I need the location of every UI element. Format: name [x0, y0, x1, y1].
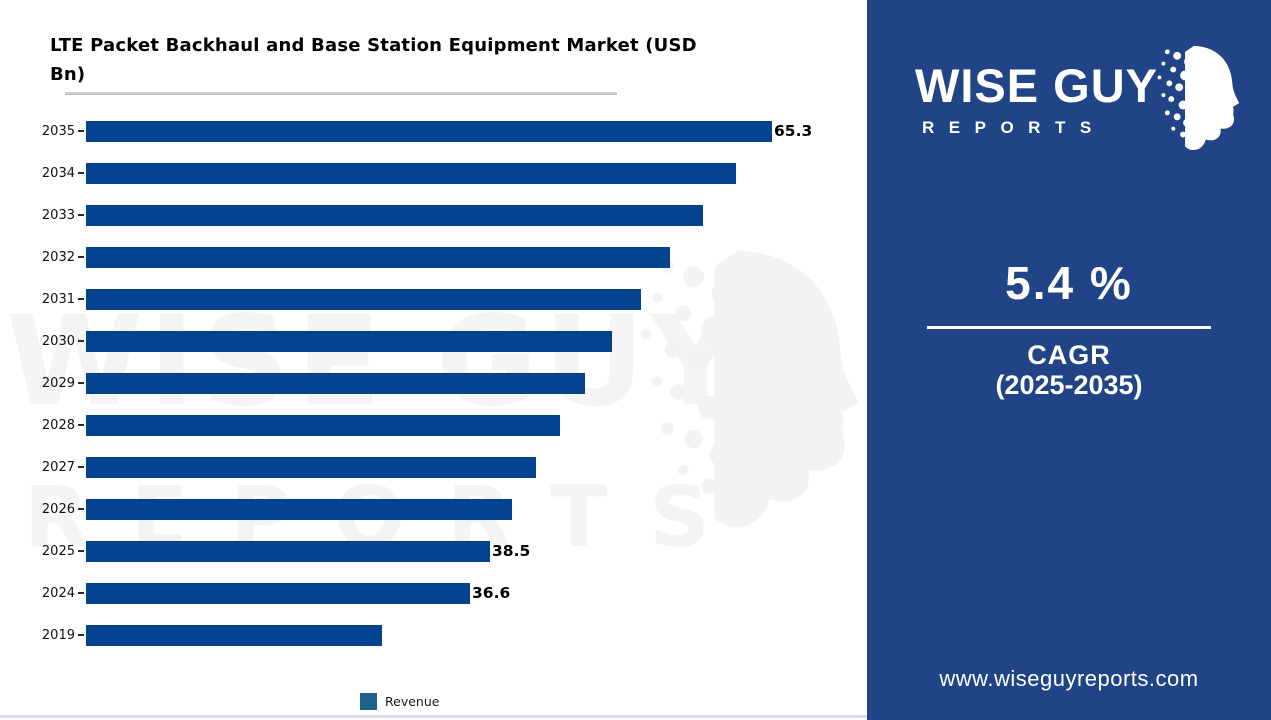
axis-tick: [78, 592, 84, 594]
revenue-bar-2030: [86, 330, 612, 352]
wise-guy-reports-logo: WISE GUY REPORTS: [867, 40, 1271, 180]
axis-tick: [78, 256, 84, 258]
revenue-bar-2024: [86, 582, 470, 604]
axis-tick: [78, 550, 84, 552]
axis-tick: [78, 214, 84, 216]
value-label-2035: 65.3: [774, 122, 813, 140]
bar-row-2024: 2024 36.6: [0, 572, 867, 614]
bar-row-2025: 2025 38.5: [0, 530, 867, 572]
bar-row-2033: 2033: [0, 194, 867, 236]
axis-tick: [78, 466, 84, 468]
axis-tick: [78, 172, 84, 174]
bar-row-2027: 2027: [0, 446, 867, 488]
year-label-2019: 2019: [41, 627, 75, 643]
chart-area: WISE GUY REPORTS LTE Packet Backhaul and…: [0, 32, 867, 718]
chart-title-line2: Bn): [50, 63, 86, 85]
value-label-2025: 38.5: [492, 542, 531, 560]
chart-legend: Revenue: [360, 693, 439, 710]
cagr-value: 5.4 %: [1005, 257, 1133, 309]
year-label-2035: 2035: [41, 123, 75, 139]
value-label-2024: 36.6: [472, 584, 511, 602]
chart-title-line1: LTE Packet Backhaul and Base Station Equ…: [50, 35, 697, 56]
revenue-bar-2033: [86, 204, 703, 226]
axis-tick: [78, 298, 84, 300]
year-label-2032: 2032: [41, 249, 75, 265]
revenue-bar-2032: [86, 246, 670, 268]
legend-swatch-revenue: [360, 693, 377, 710]
revenue-bar-2034: [86, 162, 736, 184]
year-label-2024: 2024: [41, 585, 75, 601]
bar-row-2031: 2031: [0, 278, 867, 320]
year-label-2025: 2025: [41, 543, 75, 559]
bar-row-2034: 2034: [0, 152, 867, 194]
brand-side-panel: WISE GUY REPORTS 5.4 % CAGR (2025-2035) …: [867, 0, 1271, 720]
bar-row-2026: 2026: [0, 488, 867, 530]
year-label-2033: 2033: [41, 207, 75, 223]
revenue-bar-2019: [86, 624, 382, 646]
dotted-head-profile-icon: [1157, 45, 1240, 151]
year-label-2026: 2026: [41, 501, 75, 517]
logo-wiseguy-text: WISE GUY: [915, 59, 1159, 112]
revenue-bar-2031: [86, 288, 641, 310]
year-label-2034: 2034: [41, 165, 75, 181]
cagr-label: CAGR: [1027, 340, 1111, 370]
year-label-2030: 2030: [41, 333, 75, 349]
revenue-bar-2029: [86, 372, 585, 394]
axis-tick: [78, 382, 84, 384]
revenue-bar-2027: [86, 456, 536, 478]
revenue-bar-2026: [86, 498, 512, 520]
revenue-bar-2028: [86, 414, 560, 436]
title-underline: [65, 92, 617, 95]
year-label-2028: 2028: [41, 417, 75, 433]
axis-tick: [78, 340, 84, 342]
bar-row-2019: 2019: [0, 614, 867, 656]
bar-row-2035: 2035 65.3: [0, 110, 867, 152]
chart-title: LTE Packet Backhaul and Base Station Equ…: [50, 32, 790, 90]
year-label-2031: 2031: [41, 291, 75, 307]
bar-row-2030: 2030: [0, 320, 867, 362]
bar-row-2028: 2028: [0, 404, 867, 446]
axis-tick: [78, 424, 84, 426]
cagr-period: (2025-2035): [995, 370, 1143, 400]
bottom-divider: [0, 715, 867, 718]
revenue-bar-2035: [86, 120, 772, 142]
legend-label-revenue: Revenue: [385, 694, 440, 709]
year-label-2027: 2027: [41, 459, 75, 475]
axis-tick: [78, 634, 84, 636]
year-label-2029: 2029: [41, 375, 75, 391]
bar-row-2032: 2032: [0, 236, 867, 278]
cagr-divider: [927, 326, 1211, 329]
bar-row-2029: 2029: [0, 362, 867, 404]
logo-reports-text: REPORTS: [922, 118, 1106, 137]
axis-tick: [78, 130, 84, 132]
website-url[interactable]: www.wiseguyreports.com: [939, 666, 1199, 691]
axis-tick: [78, 508, 84, 510]
revenue-bar-2025: [86, 540, 490, 562]
bar-chart: 2035 65.3 2034 2033 2032 2031 2030 2029 2028 2027…: [0, 110, 867, 656]
